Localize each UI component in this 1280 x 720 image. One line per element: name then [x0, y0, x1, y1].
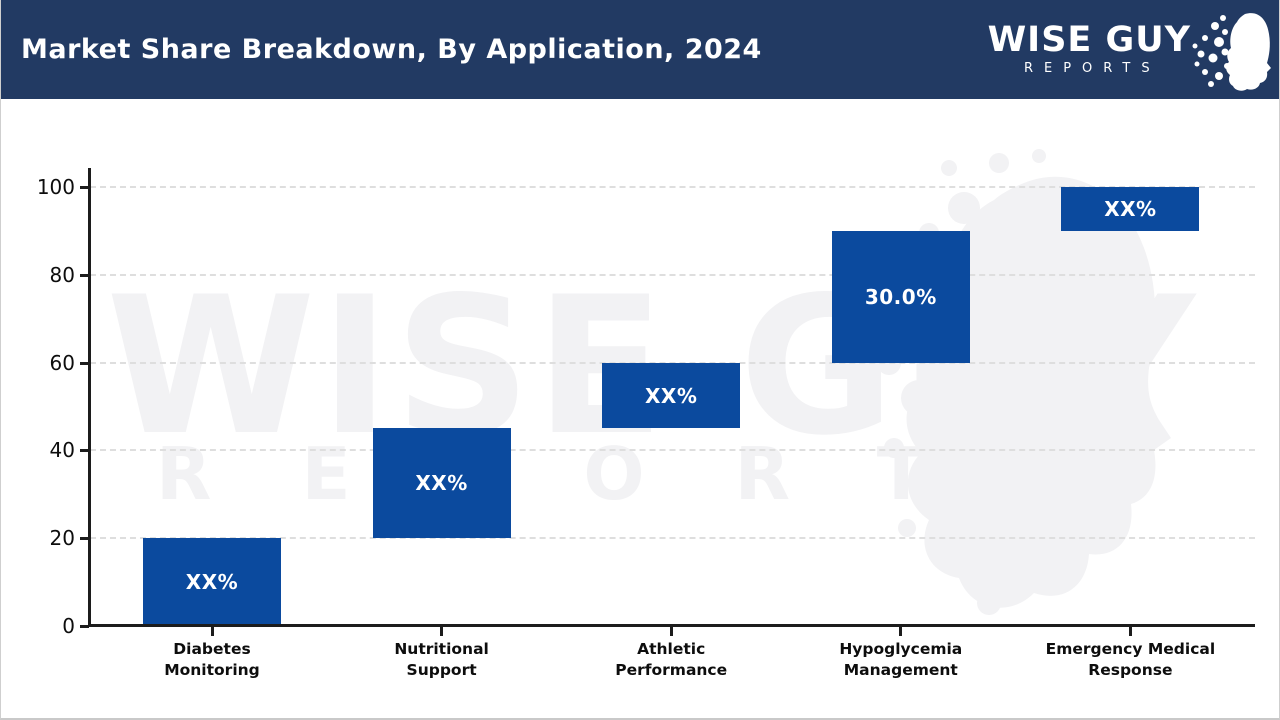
x-category-label: Hypoglycemia Management: [839, 640, 963, 679]
x-category-label: Athletic Performance: [615, 640, 728, 679]
x-axis-spine: [88, 624, 1255, 627]
gridline-y-100: [90, 186, 1255, 188]
bar-value-label: XX%: [1104, 196, 1157, 221]
gridline-y-20: [90, 537, 1255, 540]
bar-value-label: XX%: [185, 570, 239, 595]
x-category-label: Emergency Medical Response: [1045, 640, 1216, 679]
y-tick-label-0: 0: [62, 614, 75, 638]
y-axis-spine: [88, 168, 91, 626]
x-tick-mark: [899, 627, 903, 636]
logo-tagline: REPORTS: [1023, 61, 1161, 76]
y-tick-label-40: 40: [49, 438, 75, 463]
y-tick-label-80: 80: [49, 262, 75, 287]
gridline-y-40: [90, 449, 1255, 452]
x-category-label: Nutritional Support: [394, 640, 489, 679]
x-tick-mark: [210, 627, 214, 636]
bar-value-label: 30.0%: [864, 284, 937, 309]
y-tick-mark-40: [80, 449, 89, 453]
bar-segment: XX%: [372, 428, 511, 539]
y-tick-mark-80: [80, 273, 89, 277]
wiseguy-logo-text: WISE GUY REPORTS: [987, 20, 1191, 77]
chart-plot-area: 0 20 40 60 80 100 XX% Diabetes Monitoring XX% Nut…: [1, 99, 1279, 718]
gridline-y-80: [90, 273, 1255, 276]
watermark-face-icon: [877, 149, 1171, 615]
wiseguy-logo: WISE GUY REPORTS: [988, 8, 1273, 92]
bar-segment: XX%: [602, 362, 741, 429]
bar-segment: XX%: [1061, 187, 1200, 231]
wiseguy-face-icon: [1192, 12, 1271, 91]
bar-value-label: XX%: [415, 471, 468, 496]
page-title: Market Share Breakdown, By Application, …: [21, 34, 762, 65]
y-tick-mark-20: [80, 537, 89, 541]
y-tick-label-20: 20: [49, 526, 75, 551]
y-tick-mark-100: [80, 186, 89, 189]
x-category-label: Diabetes Monitoring: [164, 640, 260, 679]
y-tick-label-100: 100: [36, 175, 75, 199]
bar-value-label: XX%: [644, 383, 698, 408]
y-tick-label-60: 60: [49, 350, 75, 375]
header-bar: Market Share Breakdown, By Application, …: [1, 0, 1279, 99]
x-tick-mark: [440, 627, 444, 636]
bar-segment: 30.0%: [831, 230, 970, 363]
x-tick-mark: [1128, 627, 1132, 636]
bar-segment: XX%: [143, 538, 281, 626]
y-tick-mark-60: [80, 361, 89, 365]
y-tick-mark-0: [80, 625, 89, 628]
logo-name: WISE GUY: [987, 20, 1191, 60]
x-tick-mark: [669, 627, 673, 636]
